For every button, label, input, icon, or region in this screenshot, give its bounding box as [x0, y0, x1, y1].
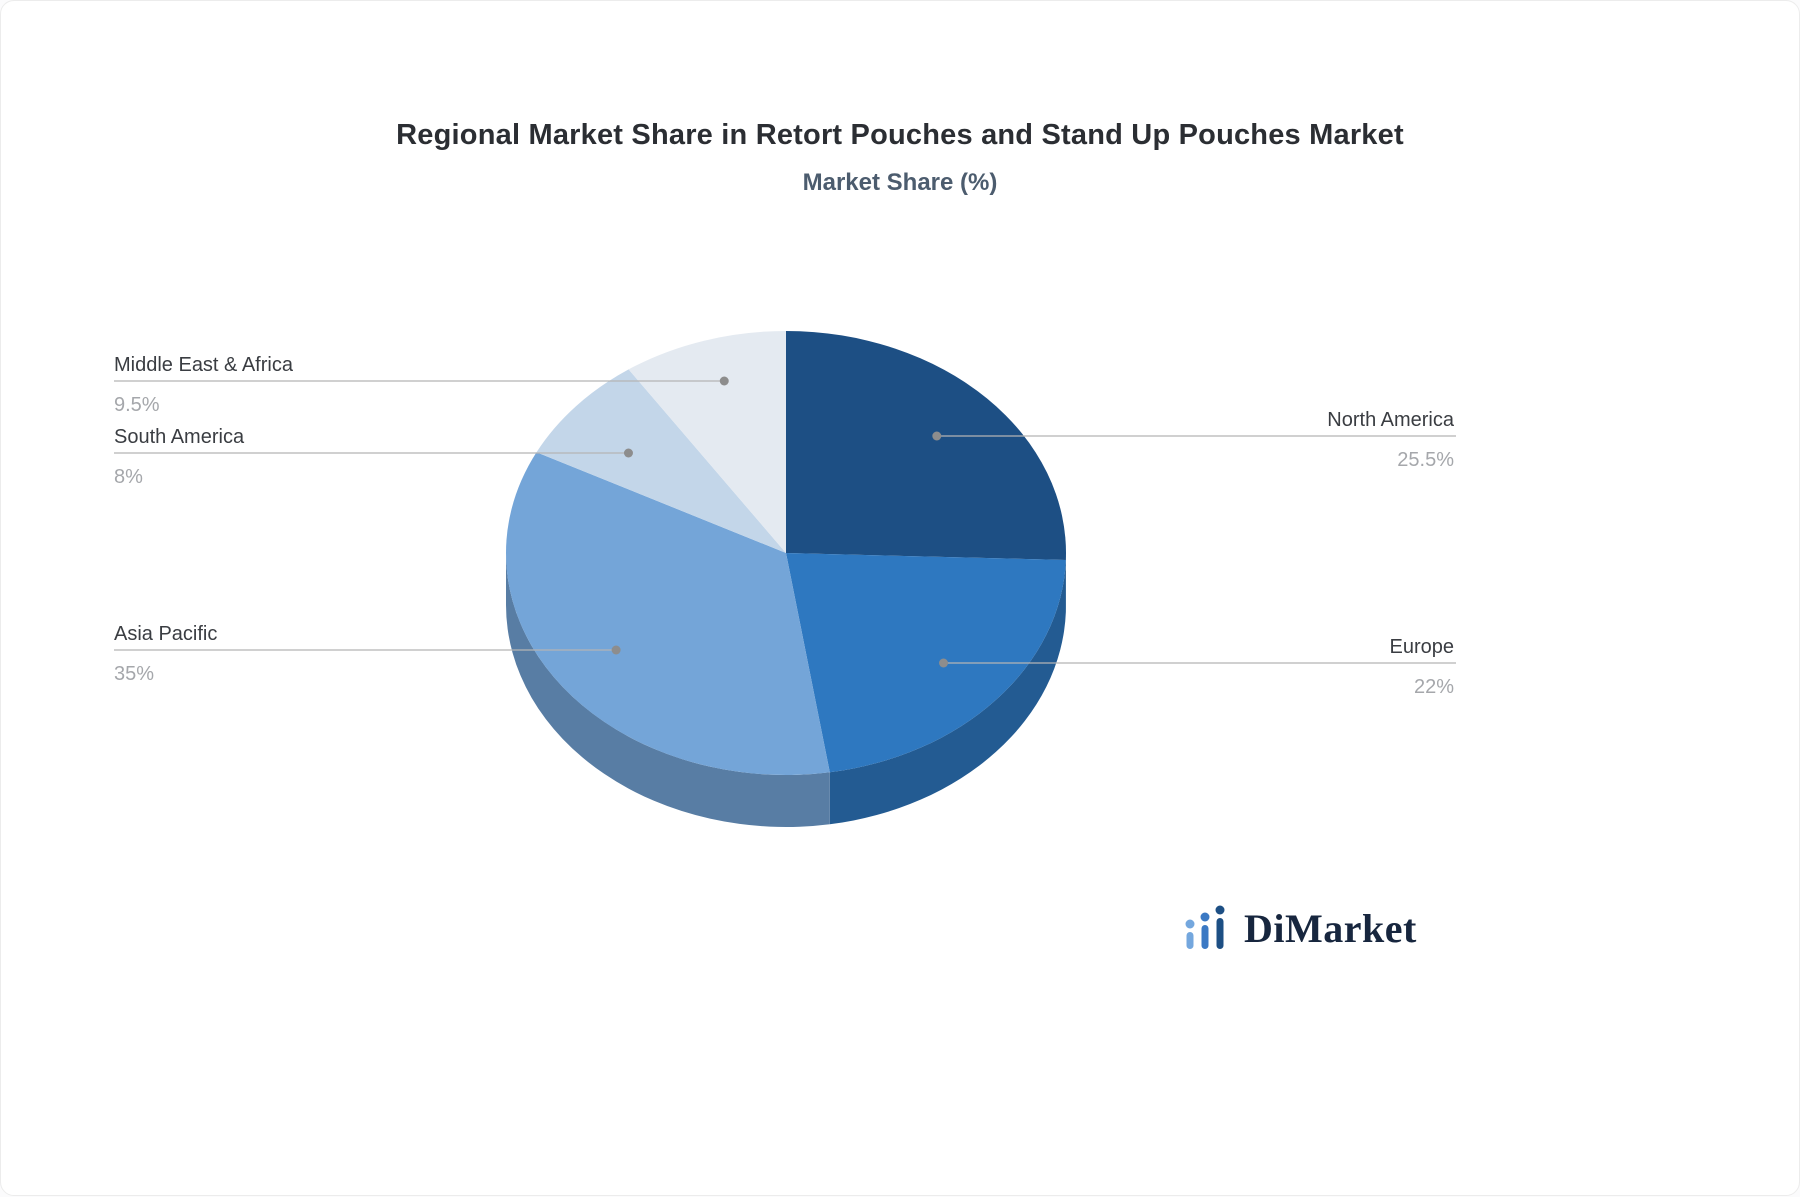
leader-dot-asia-pacific: [612, 646, 621, 655]
pie-slice-north-america[interactable]: [786, 331, 1066, 560]
label-north-america: North America 25.5%: [1074, 406, 1454, 474]
dimarket-logo: DiMarket: [1184, 904, 1417, 952]
leader-dot-middle-east-africa: [720, 377, 729, 386]
slice-value: 22%: [1074, 673, 1454, 701]
slice-value: 9.5%: [114, 391, 494, 419]
leader-dot-europe: [939, 659, 948, 668]
slice-name: Asia Pacific: [114, 620, 494, 648]
slice-name: Middle East & Africa: [114, 351, 494, 379]
label-asia-pacific: Asia Pacific 35%: [114, 620, 494, 688]
slice-value: 8%: [114, 463, 494, 491]
dimarket-logo-icon: [1184, 904, 1230, 952]
slice-value: 25.5%: [1074, 446, 1454, 474]
label-middle-east-africa: Middle East & Africa 9.5%: [114, 351, 494, 419]
label-south-america: South America 8%: [114, 423, 494, 491]
slice-name: North America: [1074, 406, 1454, 434]
slice-value: 35%: [114, 660, 494, 688]
slice-name: Europe: [1074, 633, 1454, 661]
dimarket-logo-text: DiMarket: [1244, 905, 1417, 952]
leader-dot-south-america: [624, 449, 633, 458]
label-europe: Europe 22%: [1074, 633, 1454, 701]
leader-dot-north-america: [932, 432, 941, 441]
slice-name: South America: [114, 423, 494, 451]
